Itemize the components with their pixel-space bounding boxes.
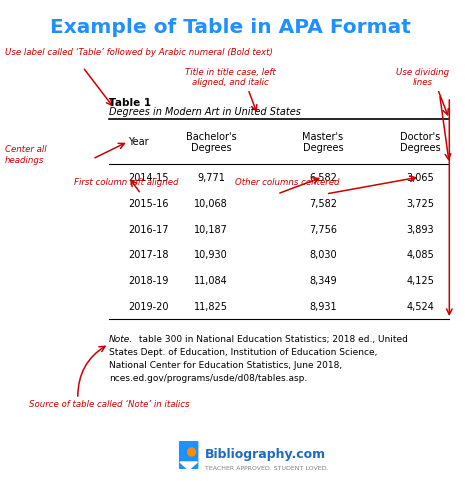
- Polygon shape: [180, 462, 198, 470]
- Text: 10,187: 10,187: [194, 224, 228, 234]
- Text: 3,725: 3,725: [406, 198, 434, 208]
- Text: 3,893: 3,893: [406, 224, 434, 234]
- Text: 8,931: 8,931: [309, 302, 337, 311]
- Text: Other columns centered: Other columns centered: [235, 178, 339, 187]
- Text: Year: Year: [128, 137, 149, 147]
- Text: Doctor's
Degrees: Doctor's Degrees: [400, 132, 440, 153]
- Text: 4,085: 4,085: [406, 250, 434, 260]
- Text: Degrees in Modern Art in United States: Degrees in Modern Art in United States: [109, 107, 301, 117]
- Circle shape: [188, 448, 195, 456]
- Text: Source of table called ‘Note’ in italics: Source of table called ‘Note’ in italics: [29, 399, 190, 408]
- Text: Use label called ‘Table’ followed by Arabic numeral (Bold text): Use label called ‘Table’ followed by Ara…: [5, 48, 273, 57]
- Text: 9,771: 9,771: [197, 173, 225, 182]
- Text: National Center for Education Statistics, June 2018,: National Center for Education Statistics…: [109, 360, 342, 369]
- Text: 8,349: 8,349: [309, 276, 337, 286]
- Text: 2017-18: 2017-18: [128, 250, 169, 260]
- Text: 7,756: 7,756: [309, 224, 337, 234]
- Text: 3,065: 3,065: [406, 173, 434, 182]
- Text: Center all
headings: Center all headings: [5, 145, 46, 165]
- Text: Bachelor's
Degrees: Bachelor's Degrees: [186, 132, 237, 153]
- Text: 2019-20: 2019-20: [128, 302, 169, 311]
- Text: Bibliography.com: Bibliography.com: [205, 448, 326, 461]
- Text: 8,030: 8,030: [309, 250, 337, 260]
- Text: Use dividing
lines: Use dividing lines: [396, 68, 449, 87]
- Text: 2014-15: 2014-15: [128, 173, 169, 182]
- Text: 2018-19: 2018-19: [128, 276, 169, 286]
- Text: table 300 in National Education Statistics; 2018 ed., United: table 300 in National Education Statisti…: [136, 334, 408, 343]
- Text: 10,068: 10,068: [194, 198, 228, 208]
- Text: Master's
Degrees: Master's Degrees: [302, 132, 344, 153]
- Text: First column left aligned: First column left aligned: [74, 178, 179, 187]
- Text: Note.: Note.: [109, 334, 133, 343]
- Text: 7,582: 7,582: [309, 198, 337, 208]
- Text: 11,825: 11,825: [194, 302, 228, 311]
- Text: 2015-16: 2015-16: [128, 198, 169, 208]
- Text: 4,524: 4,524: [406, 302, 434, 311]
- Text: 6,582: 6,582: [309, 173, 337, 182]
- Text: Example of Table in APA Format: Example of Table in APA Format: [50, 18, 411, 37]
- Text: TEACHER APPROVED. STUDENT LOVED.: TEACHER APPROVED. STUDENT LOVED.: [205, 466, 328, 470]
- Text: nces.ed.gov/programs/usde/d08/tables.asp.: nces.ed.gov/programs/usde/d08/tables.asp…: [109, 373, 307, 382]
- FancyBboxPatch shape: [179, 441, 199, 469]
- Text: 4,125: 4,125: [406, 276, 434, 286]
- Text: Table 1: Table 1: [109, 98, 151, 108]
- Text: 11,084: 11,084: [194, 276, 228, 286]
- Text: Title in title case, left
aligned, and italic: Title in title case, left aligned, and i…: [185, 68, 276, 87]
- Text: States Dept. of Education, Institution of Education Science,: States Dept. of Education, Institution o…: [109, 348, 377, 356]
- Text: 10,930: 10,930: [194, 250, 228, 260]
- Text: 2016-17: 2016-17: [128, 224, 169, 234]
